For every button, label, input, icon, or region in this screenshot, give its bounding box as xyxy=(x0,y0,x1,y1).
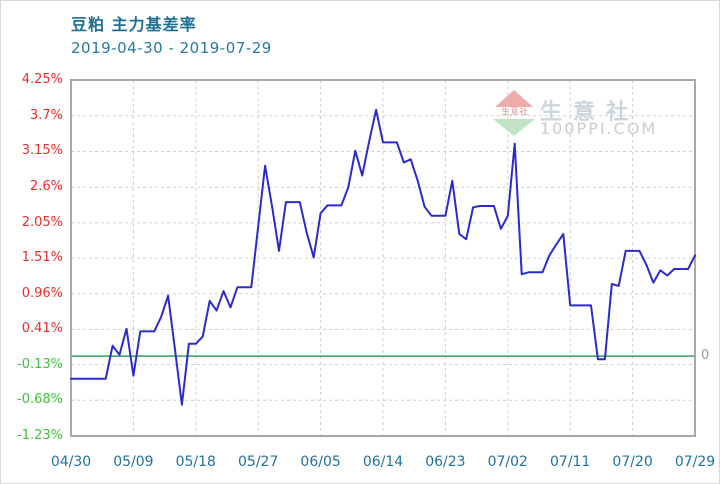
x-axis-label: 06/14 xyxy=(362,454,404,470)
y-axis-label: -0.13% xyxy=(17,356,63,372)
x-axis-label: 05/18 xyxy=(175,454,216,470)
watermark-up-triangle-icon xyxy=(495,90,533,107)
y-axis-label: 2.05% xyxy=(21,214,63,230)
zero-line-label: 0 xyxy=(701,348,710,364)
y-axis-label: 0.96% xyxy=(21,285,63,301)
chart-date-range: 2019-04-30 - 2019-07-29 xyxy=(71,39,272,57)
basis-rate-line xyxy=(70,108,696,406)
x-axis-label: 04/30 xyxy=(50,454,92,470)
x-axis-label: 07/02 xyxy=(487,454,528,470)
y-axis-label: 1.51% xyxy=(21,250,63,265)
chart-title: 豆粕 主力基差率 xyxy=(71,15,197,34)
y-axis-label: 3.7% xyxy=(29,107,63,123)
watermark-brand: 生意社 xyxy=(540,100,640,125)
plot-frame xyxy=(70,79,696,437)
y-axis-label: 3.15% xyxy=(21,143,63,159)
y-axis-label: -1.23% xyxy=(17,428,63,443)
x-axis-label: 07/29 xyxy=(674,454,716,470)
watermark-badge: 生意社 xyxy=(501,107,529,116)
y-axis-label: 0.41% xyxy=(21,321,63,337)
x-axis-label: 06/23 xyxy=(425,454,466,470)
watermark-domain: 100PPI.COM xyxy=(540,119,658,138)
x-axis-label: 06/05 xyxy=(300,454,341,470)
y-axis-label: 2.6% xyxy=(29,179,63,195)
x-axis-label: 05/09 xyxy=(113,454,154,470)
x-axis-label: 07/11 xyxy=(550,454,591,470)
y-axis-label: -0.68% xyxy=(17,392,63,408)
x-axis-label: 07/20 xyxy=(612,454,653,470)
y-axis-label: 4.25% xyxy=(21,72,63,87)
x-axis-label: 05/27 xyxy=(238,454,279,470)
watermark-down-triangle-icon xyxy=(493,119,535,136)
